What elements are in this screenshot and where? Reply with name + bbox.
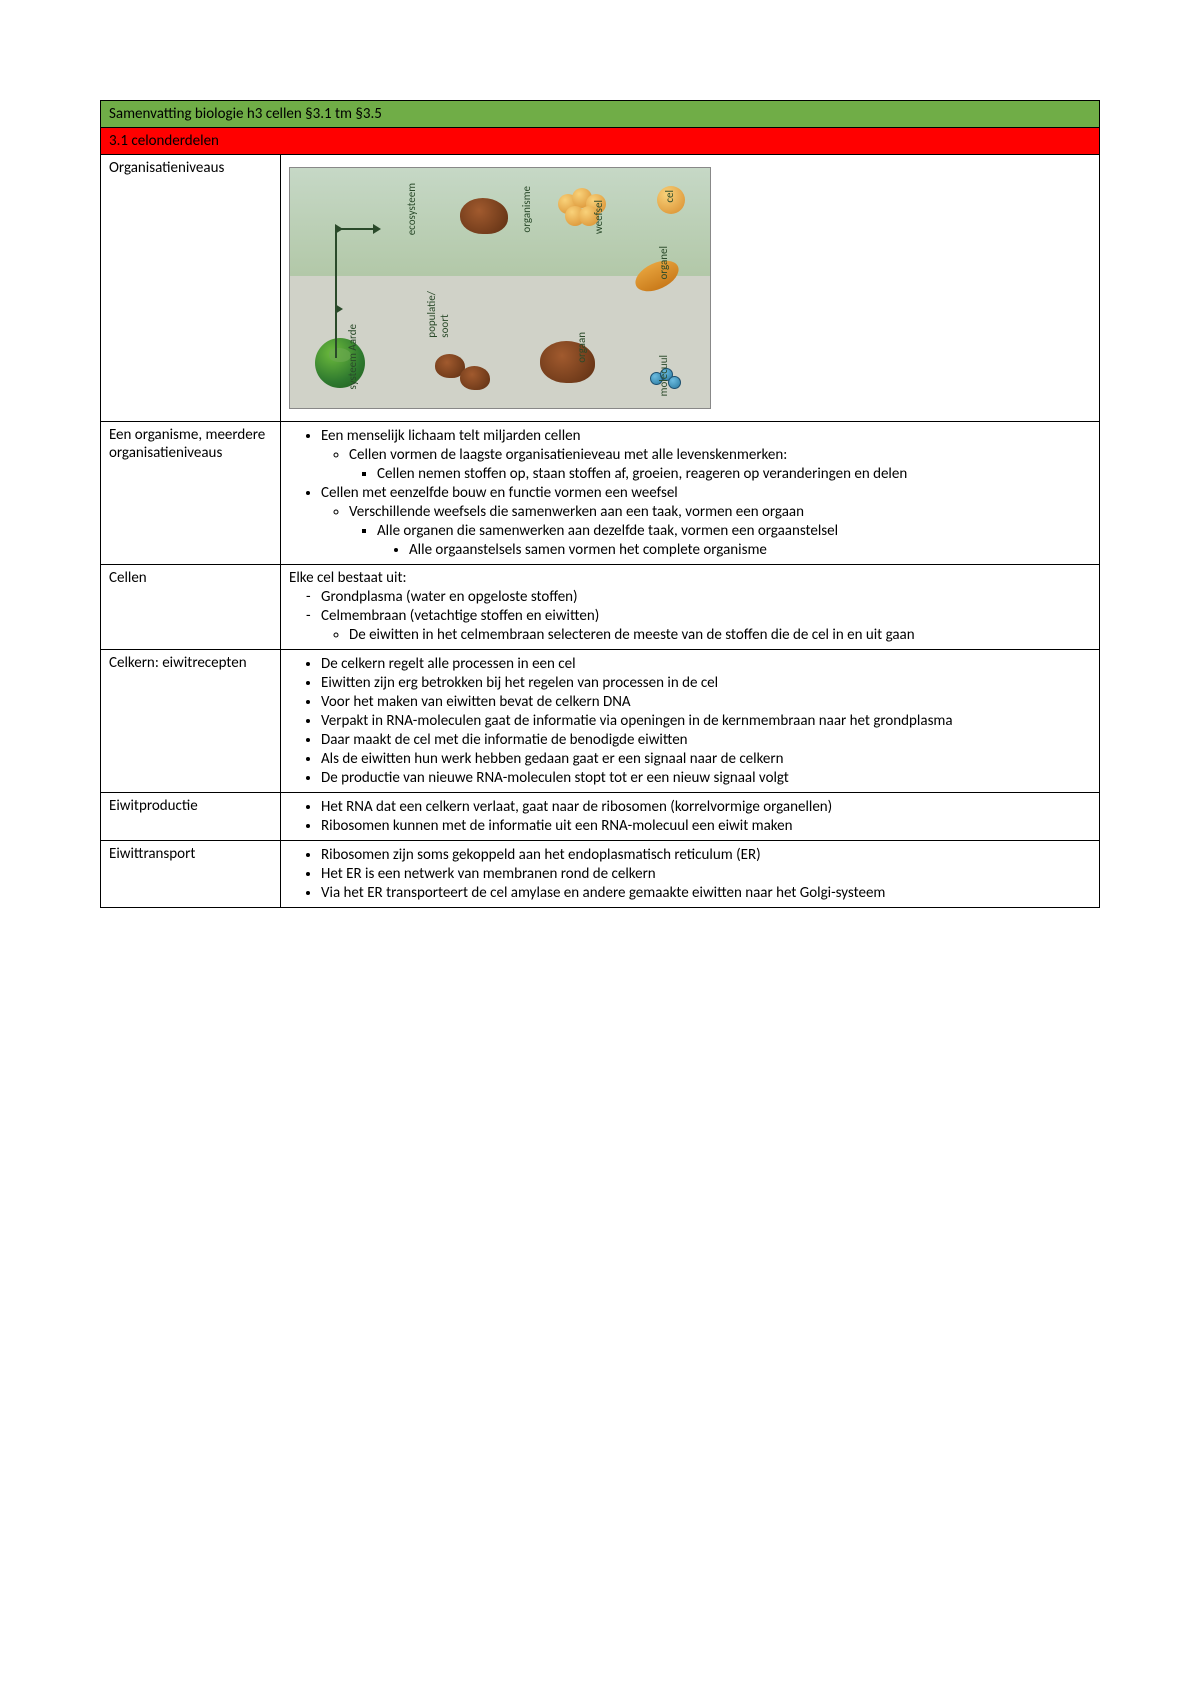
table-row: Cellen Elke cel bestaat uit: Grondplasma… xyxy=(101,565,1100,650)
figure-label-organisme: organisme xyxy=(520,186,533,233)
row-label: Eiwittransport xyxy=(101,841,281,908)
figure-label-ecosysteem: ecosysteem xyxy=(405,183,418,235)
figure-label-organel: organel xyxy=(657,246,670,280)
list-item: De celkern regelt alle processen in een … xyxy=(321,655,1091,673)
figure-label-orgaan: orgaan xyxy=(575,332,588,363)
list-item: Voor het maken van eiwitten bevat de cel… xyxy=(321,693,1091,711)
table-header-row: Samenvatting biologie h3 cellen §3.1 tm … xyxy=(101,101,1100,128)
row-label: Eiwitproductie xyxy=(101,793,281,841)
row-content: Het RNA dat een celkern verlaat, gaat na… xyxy=(281,793,1100,841)
document-title: Samenvatting biologie h3 cellen §3.1 tm … xyxy=(101,101,1100,128)
list-item: Grondplasma (water en opgeloste stoffen) xyxy=(321,588,1091,606)
list-item: Verpakt in RNA-moleculen gaat de informa… xyxy=(321,712,1091,730)
list-item: Ribosomen kunnen met de informatie uit e… xyxy=(321,817,1091,835)
figure-label-weefsel: weefsel xyxy=(592,200,605,234)
list-item: Cellen vormen de laagste organisatieniev… xyxy=(349,446,1091,464)
table-row: Eiwitproductie Het RNA dat een celkern v… xyxy=(101,793,1100,841)
row-label: Celkern: eiwitrecepten xyxy=(101,650,281,793)
list-item: Daar maakt de cel met die informatie de … xyxy=(321,731,1091,749)
row-content: Elke cel bestaat uit: Grondplasma (water… xyxy=(281,565,1100,650)
squirrel-icon xyxy=(460,366,490,390)
list-item: Cellen nemen stoffen op, staan stoffen a… xyxy=(377,465,1091,483)
list-item: Ribosomen zijn soms gekoppeld aan het en… xyxy=(321,846,1091,864)
table-row: Een organisme, meerdere organisatienivea… xyxy=(101,422,1100,565)
list-item: De eiwitten in het celmembraan selectere… xyxy=(349,626,1091,644)
figure-label-populatie: populatie/ soort xyxy=(425,291,451,338)
table-row: Eiwittransport Ribosomen zijn soms gekop… xyxy=(101,841,1100,908)
summary-table: Samenvatting biologie h3 cellen §3.1 tm … xyxy=(100,100,1100,908)
list-item: Eiwitten zijn erg betrokken bij het rege… xyxy=(321,674,1091,692)
row-content: Een menselijk lichaam telt miljarden cel… xyxy=(281,422,1100,565)
list-item: Als de eiwitten hun werk hebben gedaan g… xyxy=(321,750,1091,768)
list-item: Alle organen die samenwerken aan dezelfd… xyxy=(377,522,1091,540)
list-item: Een menselijk lichaam telt miljarden cel… xyxy=(321,427,1091,445)
row-content: Ribosomen zijn soms gekoppeld aan het en… xyxy=(281,841,1100,908)
row-label: Een organisme, meerdere organisatienivea… xyxy=(101,422,281,565)
page: Samenvatting biologie h3 cellen §3.1 tm … xyxy=(0,0,1200,1697)
list-item: Het ER is een netwerk van membranen rond… xyxy=(321,865,1091,883)
row-content: systeem Aarde ecosysteem populatie/ soor… xyxy=(281,155,1100,422)
table-row: Organisatieniveaus systeem Aarde ecosyst… xyxy=(101,155,1100,422)
table-row: Celkern: eiwitrecepten De celkern regelt… xyxy=(101,650,1100,793)
list-item: De productie van nieuwe RNA-moleculen st… xyxy=(321,769,1091,787)
intro-text: Elke cel bestaat uit: xyxy=(289,569,407,587)
squirrel-icon xyxy=(460,198,508,234)
figure-label-systeem: systeem Aarde xyxy=(346,324,359,390)
list-item: Verschillende weefsels die samenwerken a… xyxy=(349,503,1091,521)
row-label: Cellen xyxy=(101,565,281,650)
section-title: 3.1 celonderdelen xyxy=(101,128,1100,155)
section-header-row: 3.1 celonderdelen xyxy=(101,128,1100,155)
figure-label-molecuul: molecuul xyxy=(657,355,670,396)
organisation-levels-figure: systeem Aarde ecosysteem populatie/ soor… xyxy=(289,167,711,409)
row-label: Organisatieniveaus xyxy=(101,155,281,422)
list-item: Celmembraan (vetachtige stoffen en eiwit… xyxy=(321,607,1091,625)
figure-label-cel: cel xyxy=(663,190,676,203)
list-item: Het RNA dat een celkern verlaat, gaat na… xyxy=(321,798,1091,816)
row-content: De celkern regelt alle processen in een … xyxy=(281,650,1100,793)
list-item: Alle orgaanstelsels samen vormen het com… xyxy=(409,541,1091,559)
list-item: Via het ER transporteert de cel amylase … xyxy=(321,884,1091,902)
list-item: Cellen met eenzelfde bouw en functie vor… xyxy=(321,484,1091,502)
